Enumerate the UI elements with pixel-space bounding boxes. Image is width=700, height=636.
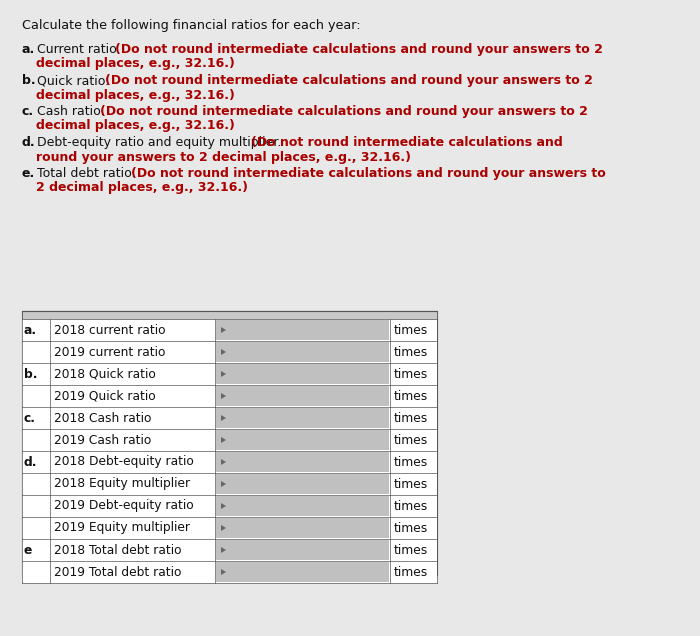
Bar <box>216 496 389 516</box>
Bar <box>22 319 437 341</box>
Text: 2019 Total debt ratio: 2019 Total debt ratio <box>54 565 181 579</box>
Bar <box>216 474 389 494</box>
Bar <box>216 452 389 472</box>
Text: times: times <box>394 565 428 579</box>
Text: c.: c. <box>24 411 36 424</box>
Text: a.: a. <box>22 43 35 56</box>
Bar <box>216 562 389 582</box>
Text: Total debt ratio.: Total debt ratio. <box>37 167 139 180</box>
Bar <box>22 311 437 319</box>
Text: c.: c. <box>22 105 34 118</box>
Text: decimal places, e.g., 32.16.): decimal places, e.g., 32.16.) <box>36 88 235 102</box>
Text: 2018 Equity multiplier: 2018 Equity multiplier <box>54 478 190 490</box>
Text: Current ratio.: Current ratio. <box>37 43 125 56</box>
Polygon shape <box>221 503 226 509</box>
Text: d.: d. <box>24 455 38 469</box>
Bar <box>216 386 389 406</box>
Text: (Do not round intermediate calculations and round your answers to 2: (Do not round intermediate calculations … <box>116 43 603 56</box>
Text: Calculate the following financial ratios for each year:: Calculate the following financial ratios… <box>22 19 360 32</box>
Bar <box>216 540 389 560</box>
Bar <box>216 320 389 340</box>
Text: 2019 Equity multiplier: 2019 Equity multiplier <box>54 522 190 534</box>
Text: d.: d. <box>22 136 36 149</box>
Polygon shape <box>221 547 226 553</box>
Text: times: times <box>394 455 428 469</box>
Polygon shape <box>221 371 226 377</box>
Bar <box>216 364 389 384</box>
Bar <box>216 518 389 538</box>
Text: times: times <box>394 522 428 534</box>
Text: 2 decimal places, e.g., 32.16.): 2 decimal places, e.g., 32.16.) <box>36 181 248 195</box>
Text: 2019 Cash ratio: 2019 Cash ratio <box>54 434 151 446</box>
Bar <box>22 311 437 575</box>
Text: decimal places, e.g., 32.16.): decimal places, e.g., 32.16.) <box>36 120 235 132</box>
Text: times: times <box>394 434 428 446</box>
Bar <box>22 407 437 429</box>
Bar <box>22 451 437 473</box>
Text: times: times <box>394 324 428 336</box>
Bar <box>22 385 437 407</box>
Bar <box>216 408 389 428</box>
Text: 2018 Debt-equity ratio: 2018 Debt-equity ratio <box>54 455 194 469</box>
Bar <box>216 342 389 362</box>
Bar <box>22 539 437 561</box>
Text: times: times <box>394 389 428 403</box>
Bar <box>22 429 437 451</box>
Polygon shape <box>221 415 226 421</box>
Text: e.: e. <box>22 167 35 180</box>
Text: b.: b. <box>22 74 36 87</box>
Text: times: times <box>394 345 428 359</box>
Text: e: e <box>24 544 32 556</box>
Text: a.: a. <box>24 324 37 336</box>
Text: times: times <box>394 368 428 380</box>
Polygon shape <box>221 349 226 355</box>
Text: 2018 current ratio: 2018 current ratio <box>54 324 166 336</box>
Text: times: times <box>394 411 428 424</box>
Text: (Do not round intermediate calculations and round your answers to: (Do not round intermediate calculations … <box>131 167 606 180</box>
Text: times: times <box>394 478 428 490</box>
Polygon shape <box>221 393 226 399</box>
Text: (Do not round intermediate calculations and round your answers to 2: (Do not round intermediate calculations … <box>105 74 593 87</box>
Text: Quick ratio.: Quick ratio. <box>37 74 113 87</box>
Text: 2018 Cash ratio: 2018 Cash ratio <box>54 411 151 424</box>
Bar <box>216 430 389 450</box>
Text: b.: b. <box>24 368 38 380</box>
Polygon shape <box>221 569 226 575</box>
Bar <box>22 561 437 583</box>
Bar <box>22 495 437 517</box>
Bar <box>22 517 437 539</box>
Text: round your answers to 2 decimal places, e.g., 32.16.): round your answers to 2 decimal places, … <box>36 151 411 163</box>
Text: Debt-equity ratio and equity multiplier.: Debt-equity ratio and equity multiplier. <box>37 136 286 149</box>
Text: times: times <box>394 499 428 513</box>
Text: 2019 Debt-equity ratio: 2019 Debt-equity ratio <box>54 499 194 513</box>
Text: 2018 Quick ratio: 2018 Quick ratio <box>54 368 156 380</box>
Bar <box>22 363 437 385</box>
Bar <box>22 341 437 363</box>
Text: times: times <box>394 544 428 556</box>
Bar <box>22 473 437 495</box>
Text: 2019 Quick ratio: 2019 Quick ratio <box>54 389 155 403</box>
Polygon shape <box>221 437 226 443</box>
Polygon shape <box>221 525 226 531</box>
Text: 2019 current ratio: 2019 current ratio <box>54 345 165 359</box>
Text: (Do not round intermediate calculations and round your answers to 2: (Do not round intermediate calculations … <box>99 105 587 118</box>
Polygon shape <box>221 481 226 487</box>
Text: (Do not round intermediate calculations and: (Do not round intermediate calculations … <box>251 136 563 149</box>
Text: Cash ratio.: Cash ratio. <box>37 105 108 118</box>
Text: decimal places, e.g., 32.16.): decimal places, e.g., 32.16.) <box>36 57 235 71</box>
Polygon shape <box>221 327 226 333</box>
Polygon shape <box>221 459 226 465</box>
Text: 2018 Total debt ratio: 2018 Total debt ratio <box>54 544 181 556</box>
